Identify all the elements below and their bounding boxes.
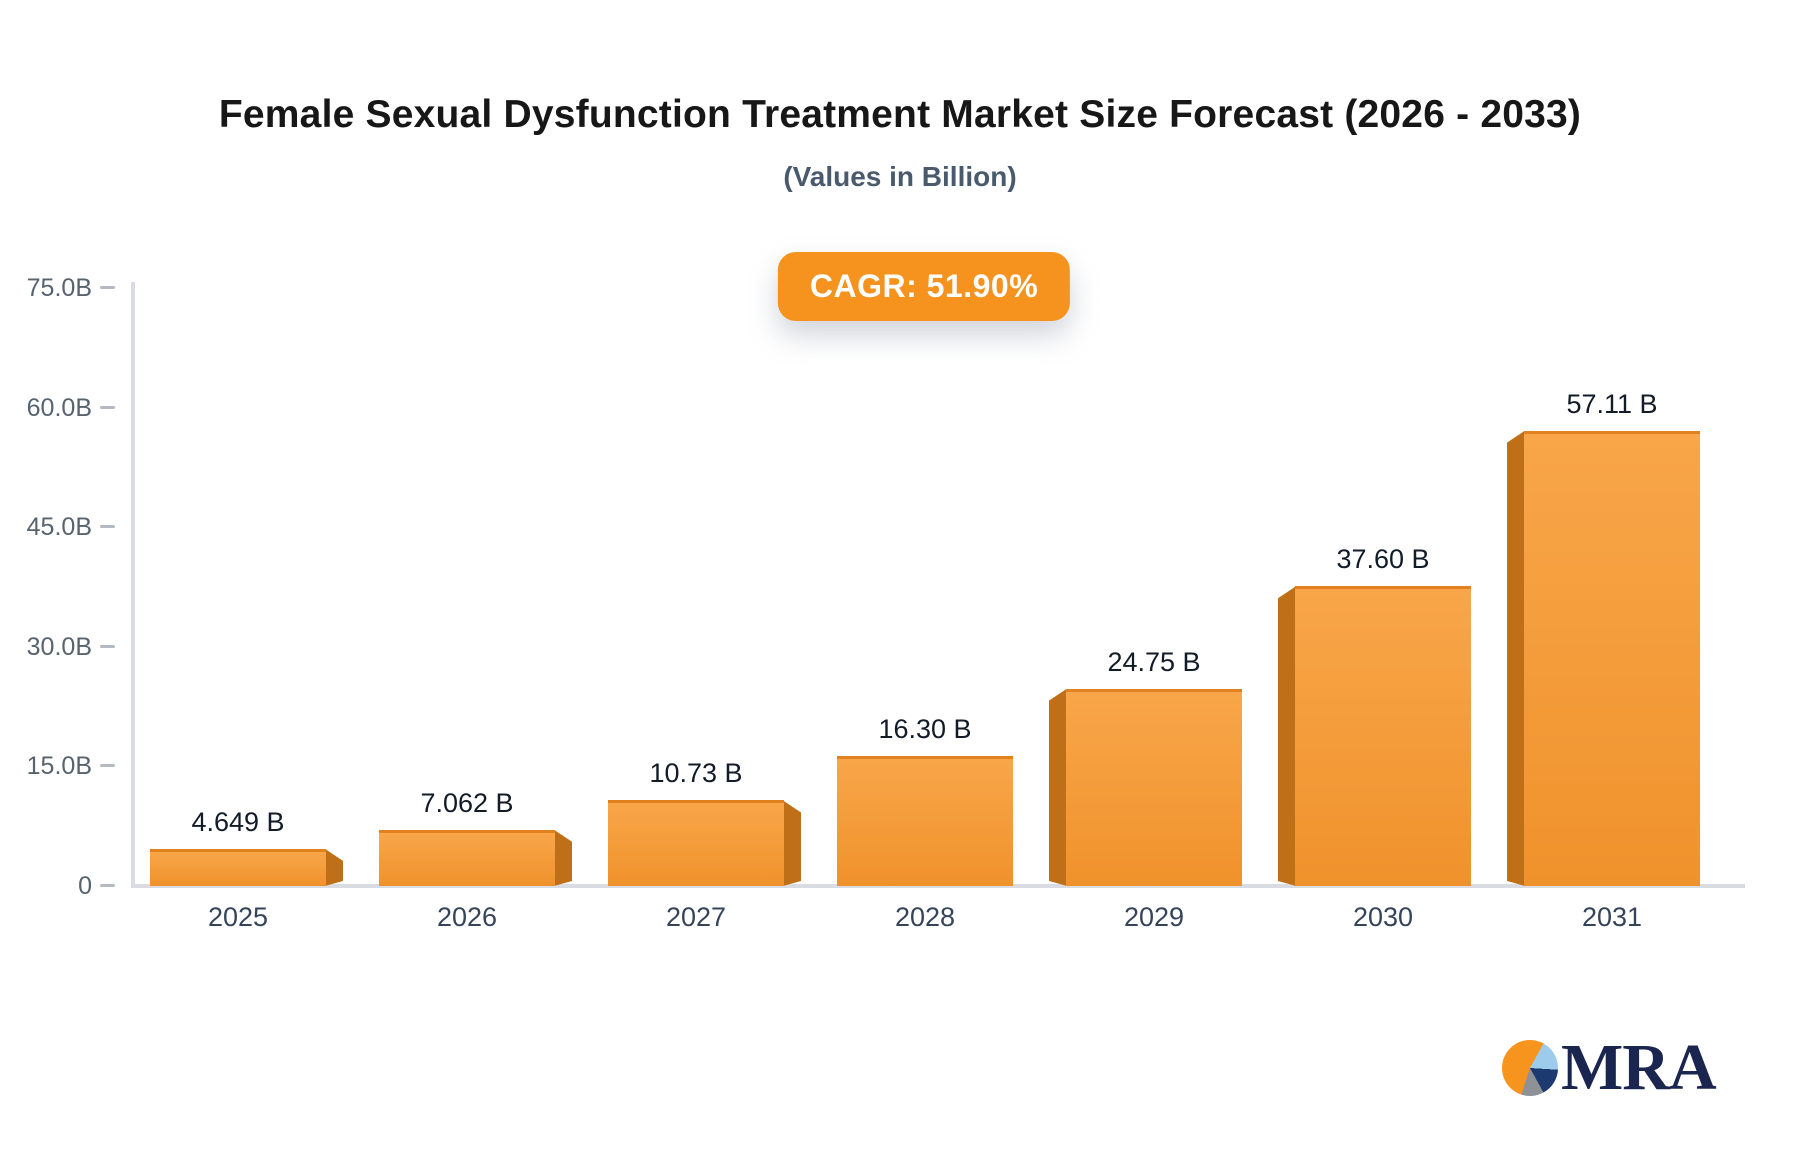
x-axis-label: 2026 [436, 902, 498, 932]
mra-logo-pie-icon [1502, 1039, 1558, 1096]
bar-2028 [837, 756, 1013, 886]
chart-subtitle: (Values in Billion) [783, 161, 1017, 192]
bar-value-label: 16.30 B [878, 714, 972, 745]
y-axis-tick-label: 60.0B [26, 393, 92, 422]
x-axis-label: 2031 [1581, 902, 1643, 932]
y-axis-tick-mark [100, 764, 115, 768]
bar-3d-side [1278, 586, 1296, 886]
y-axis-tick-mark [100, 405, 115, 409]
bar-2029 [1066, 688, 1242, 886]
bar-value-label: 37.60 B [1336, 544, 1430, 575]
x-axis-line [131, 884, 1745, 888]
bar-2027 [608, 800, 784, 886]
bar-3d-side [1049, 689, 1067, 886]
y-axis-tick-label: 15.0B [26, 752, 92, 781]
chart-title: Female Sexual Dysfunction Treatment Mark… [218, 93, 1582, 136]
y-axis-tick-mark [100, 525, 115, 529]
y-axis-tick-mark [100, 884, 115, 887]
bar-2025 [150, 848, 326, 886]
bar-value-label: 7.062 B [420, 787, 514, 818]
x-axis-label: 2030 [1352, 902, 1414, 932]
bar-2031 [1524, 430, 1700, 886]
x-axis-label: 2025 [207, 902, 269, 932]
bar-2026 [379, 829, 555, 886]
cagr-badge: CAGR: 51.90% [777, 252, 1071, 321]
mra-logo-text: MRA [1561, 1031, 1717, 1104]
y-axis-line [131, 282, 135, 888]
y-axis-tick-label: 75.0B [26, 274, 92, 302]
bar-2030 [1295, 586, 1471, 886]
x-axis-label: 2028 [894, 902, 956, 932]
bar-value-label: 57.11 B [1566, 388, 1658, 419]
bar-3d-side [325, 849, 343, 886]
x-axis-label: 2029 [1123, 902, 1185, 932]
y-axis-tick-label: 45.0B [26, 513, 92, 542]
y-axis-tick-mark [100, 644, 115, 648]
y-axis-tick-label: 30.0B [26, 632, 92, 661]
y-axis-tick-label: 0 [78, 872, 92, 900]
bar-3d-side [783, 800, 801, 886]
bar-value-label: 4.649 B [191, 806, 285, 837]
bar-3d-side [1507, 431, 1525, 886]
bar-value-label: 24.75 B [1107, 646, 1201, 677]
bar-value-label: 10.73 B [649, 758, 743, 789]
y-axis-tick-mark [100, 286, 115, 289]
bar-3d-side [554, 830, 572, 886]
mra-logo: MRA [1502, 1031, 1717, 1104]
x-axis-label: 2027 [665, 902, 727, 932]
